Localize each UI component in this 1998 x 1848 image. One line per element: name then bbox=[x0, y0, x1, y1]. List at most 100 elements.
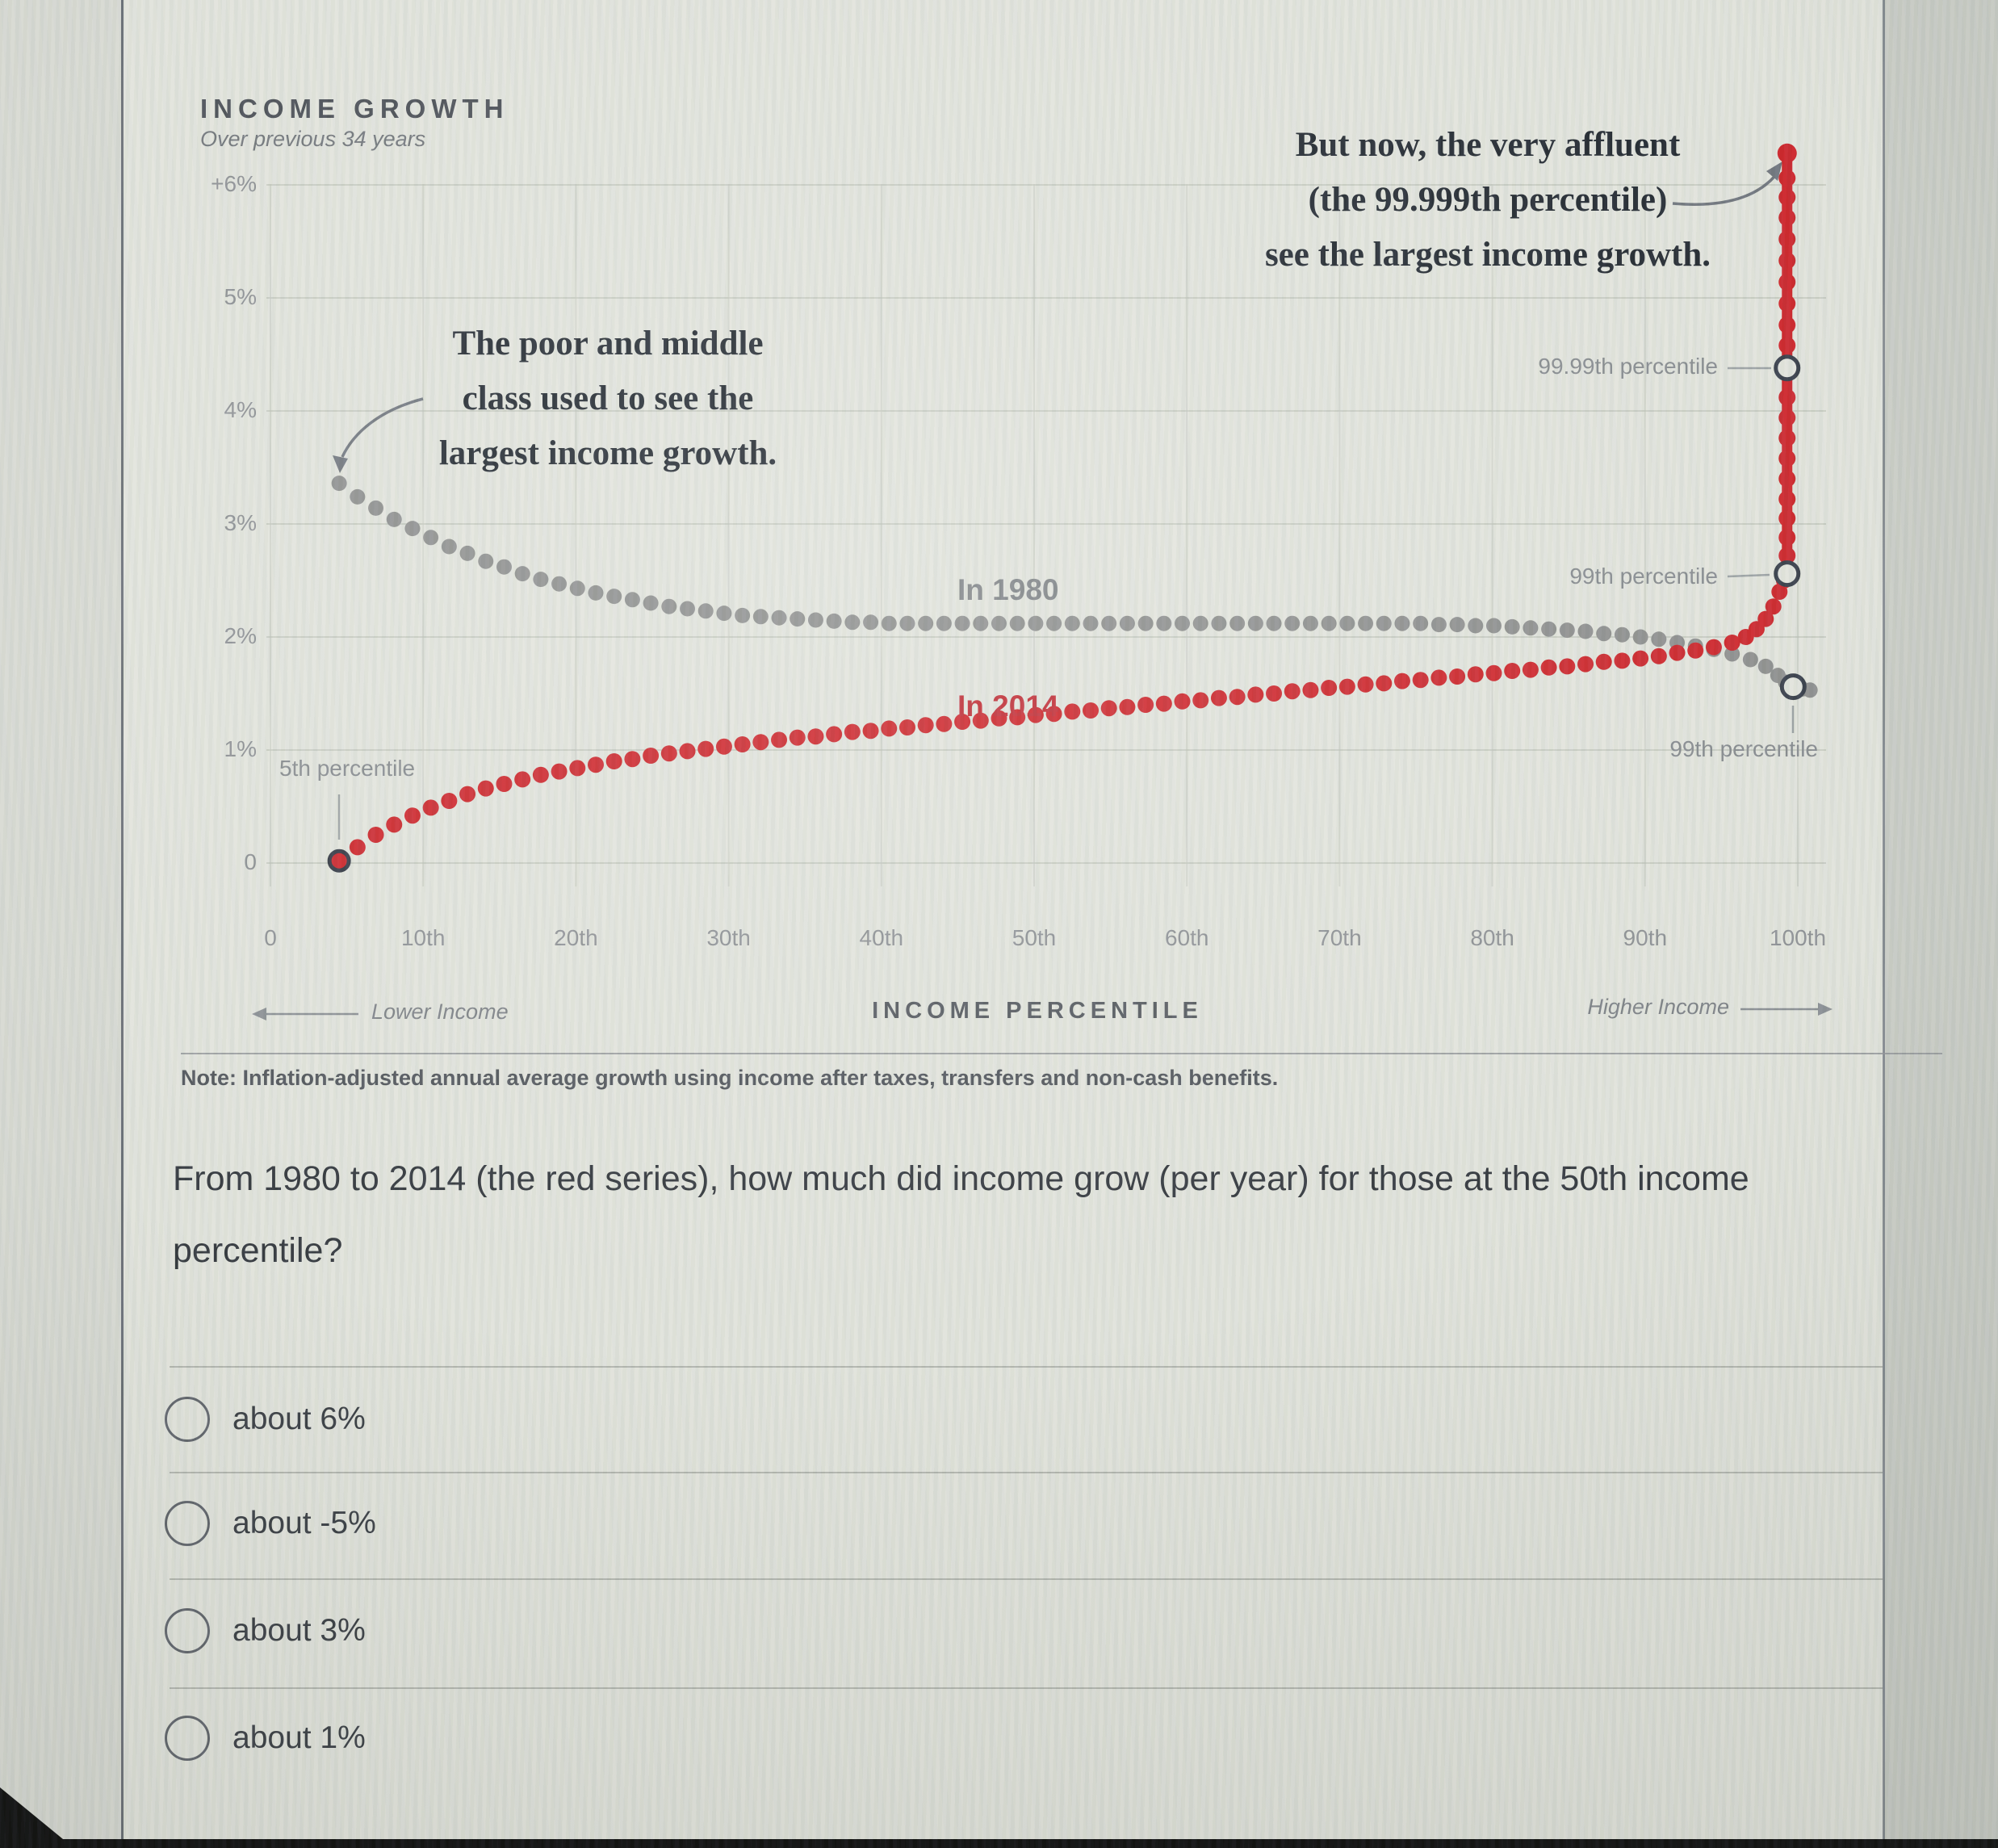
page-left-margin bbox=[0, 0, 121, 1848]
dot-2014 bbox=[1705, 639, 1722, 656]
dot-1980 bbox=[1577, 623, 1594, 639]
page-right-margin bbox=[1885, 0, 1998, 1848]
dot-2014 bbox=[386, 816, 403, 833]
chart-subtitle: Over previous 34 years bbox=[200, 127, 426, 151]
dot-2014 bbox=[1119, 698, 1136, 715]
left-border-line bbox=[121, 0, 124, 1839]
y-tick-label: 4% bbox=[224, 397, 257, 422]
x-tick-label: 50th bbox=[1012, 925, 1057, 950]
spike-dot-2014 bbox=[1778, 295, 1796, 312]
dot-2014 bbox=[1210, 689, 1227, 706]
dot-2014 bbox=[624, 751, 641, 768]
dot-1980 bbox=[863, 614, 879, 631]
dot-2014 bbox=[1192, 692, 1209, 709]
radio-button[interactable] bbox=[165, 1716, 210, 1761]
dot-1980 bbox=[1614, 626, 1630, 643]
option-divider bbox=[170, 1472, 1883, 1473]
dot-1980 bbox=[680, 601, 696, 617]
dot-2014 bbox=[587, 756, 604, 773]
radio-button[interactable] bbox=[165, 1608, 210, 1653]
dot-1980 bbox=[1430, 617, 1447, 633]
dot-2014 bbox=[936, 715, 953, 732]
top-dot-99999th bbox=[1777, 143, 1797, 163]
dot-2014 bbox=[1632, 650, 1649, 667]
dot-1980 bbox=[881, 615, 897, 631]
dot-1980 bbox=[807, 612, 823, 628]
end-marker-1980 bbox=[1779, 673, 1807, 701]
annotation-very-affluent: But now, the very affluent (the 99.999th… bbox=[1264, 126, 1711, 274]
option-row[interactable]: about 3% bbox=[165, 1602, 366, 1660]
spike-dot-2014 bbox=[1778, 273, 1796, 291]
dot-2014 bbox=[1009, 709, 1026, 726]
dot-2014 bbox=[1449, 668, 1466, 685]
option-row[interactable]: about 1% bbox=[165, 1709, 366, 1767]
radio-button[interactable] bbox=[165, 1397, 210, 1442]
leader-99th-red bbox=[1727, 573, 1770, 578]
dot-1980 bbox=[752, 609, 769, 625]
dot-1980 bbox=[533, 572, 549, 588]
dot-2014 bbox=[532, 766, 549, 783]
dot-1980 bbox=[973, 615, 989, 631]
dot-2014 bbox=[1376, 675, 1393, 692]
dot-1980 bbox=[1175, 615, 1191, 631]
dot-1980 bbox=[624, 592, 640, 608]
dot-1980 bbox=[918, 615, 934, 631]
option-row[interactable]: about 6% bbox=[165, 1390, 366, 1448]
dot-1980 bbox=[716, 606, 732, 622]
dot-1980 bbox=[459, 545, 475, 561]
chart-title: INCOME GROWTH bbox=[200, 94, 509, 124]
dot-1980 bbox=[478, 553, 494, 569]
dot-1980 bbox=[1321, 615, 1337, 631]
dot-2014 bbox=[844, 723, 861, 740]
dot-1980 bbox=[423, 530, 439, 546]
spike-dot-2014 bbox=[1778, 388, 1796, 406]
photo-corner-shadow bbox=[0, 1787, 63, 1839]
dot-1980 bbox=[1137, 615, 1154, 631]
dot-2014 bbox=[991, 710, 1007, 727]
income-growth-chart bbox=[252, 143, 1833, 1020]
dot-2014 bbox=[551, 763, 568, 780]
radio-button[interactable] bbox=[165, 1501, 210, 1546]
dot-2014 bbox=[1559, 658, 1576, 675]
option-label[interactable]: about 6% bbox=[232, 1402, 366, 1436]
spike-dot-2014 bbox=[1778, 450, 1796, 467]
dot-1980 bbox=[350, 488, 366, 505]
dot-2014 bbox=[422, 799, 439, 816]
spike-dot-2014 bbox=[1778, 509, 1796, 527]
option-row[interactable]: about -5% bbox=[165, 1494, 376, 1553]
dot-2014 bbox=[1687, 642, 1704, 659]
dot-2014 bbox=[514, 771, 531, 788]
start-marker-2014 bbox=[327, 849, 351, 873]
dot-2014 bbox=[1229, 689, 1246, 706]
dot-1980 bbox=[643, 595, 659, 611]
content-panel bbox=[123, 0, 1883, 1848]
option-label[interactable]: about -5% bbox=[232, 1506, 376, 1540]
y-tick-label: 2% bbox=[224, 623, 257, 648]
label-99th-percentile-gray: 99th percentile bbox=[1669, 736, 1818, 761]
dot-1980 bbox=[790, 611, 806, 627]
dot-1980 bbox=[551, 576, 568, 592]
dot-1980 bbox=[1413, 615, 1429, 631]
dot-2014 bbox=[734, 736, 751, 752]
spike-dot-2014 bbox=[1778, 316, 1796, 334]
dot-2014 bbox=[898, 719, 915, 735]
dot-1980 bbox=[1757, 658, 1774, 674]
spike-dot-2014 bbox=[1778, 337, 1796, 354]
dot-1980 bbox=[1651, 631, 1667, 647]
dot-2014 bbox=[441, 793, 458, 809]
dot-2014 bbox=[1577, 656, 1594, 673]
dot-1980 bbox=[899, 615, 915, 631]
dot-1980 bbox=[661, 598, 677, 614]
right-border-line bbox=[1883, 0, 1885, 1839]
dot-2014 bbox=[1247, 686, 1264, 703]
option-label[interactable]: about 3% bbox=[232, 1613, 366, 1648]
dot-2014 bbox=[477, 780, 494, 797]
x-tick-label: 10th bbox=[400, 925, 446, 950]
option-label[interactable]: about 1% bbox=[232, 1720, 366, 1755]
dot-1980 bbox=[1229, 615, 1246, 631]
dot-2014 bbox=[349, 839, 366, 856]
dot-2014 bbox=[954, 714, 971, 730]
dot-2014 bbox=[715, 738, 732, 755]
dot-2014 bbox=[1765, 598, 1782, 615]
dot-2014 bbox=[1504, 663, 1521, 679]
